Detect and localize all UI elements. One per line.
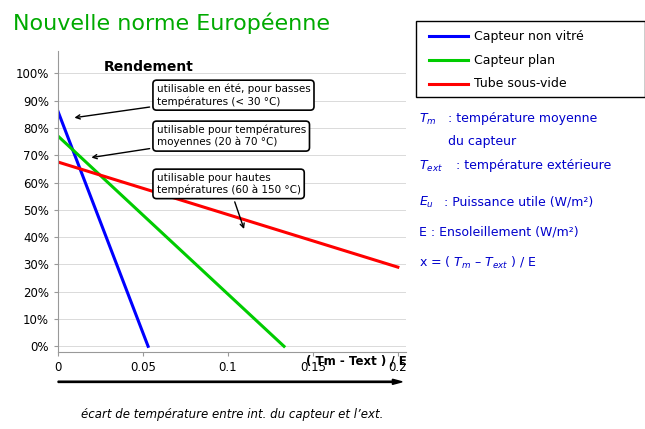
Text: utilisable pour températures
moyennes (20 à 70 °C): utilisable pour températures moyennes (2… <box>93 125 306 159</box>
Capteur non vitré <box>54 109 62 114</box>
Text: Nouvelle norme Européenne: Nouvelle norme Européenne <box>13 13 330 34</box>
Text: Tube sous-vide: Tube sous-vide <box>474 77 567 90</box>
Text: Rendement: Rendement <box>103 60 194 75</box>
Capteur plan <box>280 344 288 349</box>
Text: utilisable pour hautes
températures (60 à 150 °C): utilisable pour hautes températures (60 … <box>157 173 301 227</box>
Text: Capteur non vitré: Capteur non vitré <box>474 30 584 43</box>
Text: Capteur plan: Capteur plan <box>474 54 555 66</box>
Text: $T_m$: $T_m$ <box>419 112 437 127</box>
Text: utilisable en été, pour basses
températures (< 30 °C): utilisable en été, pour basses températu… <box>76 84 310 119</box>
Text: E : Ensoleillement (W/m²): E : Ensoleillement (W/m²) <box>419 225 579 238</box>
Text: : Puissance utile (W/m²): : Puissance utile (W/m²) <box>444 195 593 208</box>
Text: $E_u$: $E_u$ <box>419 195 434 210</box>
Line: Capteur non vitré: Capteur non vitré <box>58 112 148 346</box>
Capteur non vitré <box>144 344 152 349</box>
Text: $T_{ext}$: $T_{ext}$ <box>419 159 443 174</box>
Text: du capteur: du capteur <box>448 135 517 148</box>
Text: : température moyenne: : température moyenne <box>448 112 597 124</box>
Line: Capteur plan: Capteur plan <box>58 136 284 346</box>
Text: ( Tm - Text ) / E: ( Tm - Text ) / E <box>306 355 406 368</box>
Capteur plan <box>54 133 62 139</box>
Text: écart de température entre int. du capteur et l’ext.: écart de température entre int. du capte… <box>81 408 383 421</box>
Text: x = ( $T_m$ – $T_{ext}$ ) / E: x = ( $T_m$ – $T_{ext}$ ) / E <box>419 255 537 272</box>
Text: : température extérieure: : température extérieure <box>456 159 611 172</box>
